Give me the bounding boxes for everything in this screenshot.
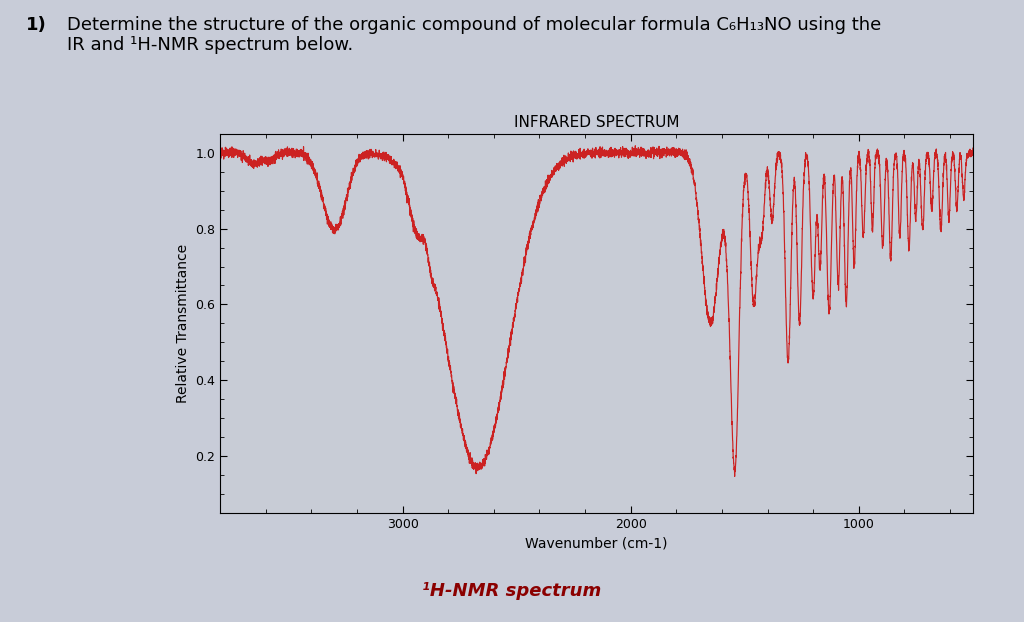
Y-axis label: Relative Transmittance: Relative Transmittance [176, 244, 189, 403]
Title: INFRARED SPECTRUM: INFRARED SPECTRUM [514, 115, 679, 130]
Text: ¹H-NMR spectrum: ¹H-NMR spectrum [422, 582, 602, 600]
Text: Determine the structure of the organic compound of molecular formula C₆H₁₃NO usi: Determine the structure of the organic c… [67, 16, 881, 54]
X-axis label: Wavenumber (cm-1): Wavenumber (cm-1) [525, 537, 668, 550]
Text: 1): 1) [26, 16, 46, 34]
